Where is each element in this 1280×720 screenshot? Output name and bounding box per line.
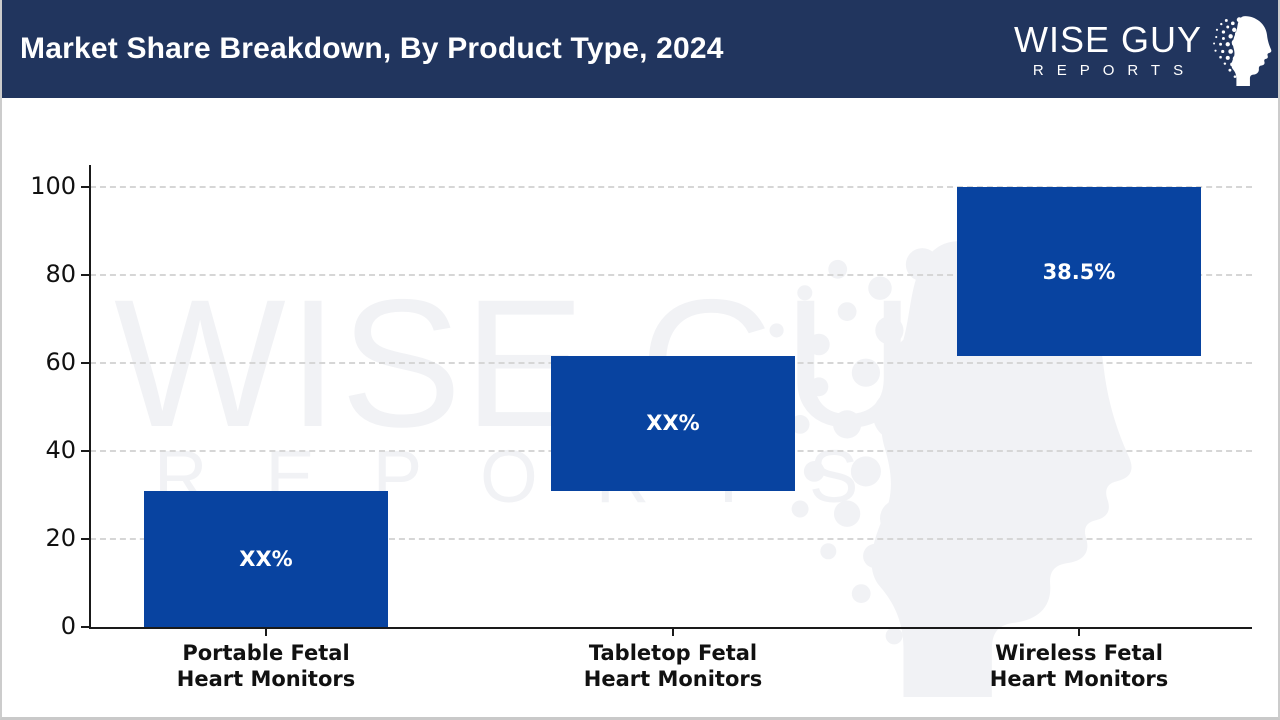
- category-label-line: Portable Fetal: [182, 641, 350, 665]
- logo-subtext: REPORTS: [1032, 61, 1197, 79]
- bar-value-label: XX%: [646, 411, 700, 436]
- bar-value-label: 38.5%: [1042, 259, 1116, 284]
- y-axis-tick: [81, 450, 90, 452]
- bar-portable-fetal-heart-monitors: XX%: [144, 490, 388, 627]
- y-axis-tick-label: 20: [45, 524, 76, 552]
- x-axis-tick: [672, 628, 674, 636]
- category-label-line: Heart Monitors: [583, 667, 763, 692]
- y-axis-tick: [81, 362, 90, 364]
- category-label-2: Tabletop Fetal Heart Monitors: [503, 640, 843, 693]
- y-axis-tick-label: 0: [60, 612, 76, 640]
- category-label-line: Wireless Fetal: [995, 641, 1163, 665]
- x-axis-tick: [265, 628, 267, 636]
- category-label-line: Heart Monitors: [176, 667, 356, 692]
- bar-wireless-fetal-heart-monitors: 38.5%: [957, 187, 1201, 357]
- gridline-y-80: [90, 274, 1252, 276]
- wise-guy-reports-logo: WISE GUY REPORTS: [1014, 4, 1276, 96]
- y-axis-tick: [81, 538, 90, 540]
- category-label-3: Wireless Fetal Heart Monitors: [909, 640, 1249, 693]
- chart-title: Market Share Breakdown, By Product Type,…: [20, 32, 724, 65]
- y-axis-tick: [81, 274, 90, 276]
- y-axis-tick-label: 80: [45, 260, 76, 288]
- logo-wordmark: WISE GUY: [1013, 18, 1202, 60]
- bar-value-label: XX%: [239, 546, 293, 571]
- gridline-y-100: [90, 186, 1252, 188]
- y-axis-tick-label: 100: [30, 172, 76, 200]
- y-axis-line: [89, 165, 91, 629]
- x-axis-tick: [1078, 628, 1080, 636]
- dotted-head-profile-icon: [1213, 16, 1272, 86]
- category-label-line: Tabletop Fetal: [588, 641, 758, 665]
- x-axis-line: [89, 627, 1252, 629]
- y-axis-tick-label: 60: [45, 348, 76, 376]
- y-axis-tick-label: 40: [45, 436, 76, 464]
- bar-tabletop-fetal-heart-monitors: XX%: [551, 356, 795, 491]
- y-axis-tick: [81, 626, 90, 628]
- header-banner: Market Share Breakdown, By Product Type,…: [2, 0, 1278, 98]
- y-axis-tick: [81, 186, 90, 188]
- category-label-line: Heart Monitors: [989, 667, 1169, 692]
- gridline-y-20: [90, 538, 1252, 540]
- category-label-1: Portable Fetal Heart Monitors: [96, 640, 436, 693]
